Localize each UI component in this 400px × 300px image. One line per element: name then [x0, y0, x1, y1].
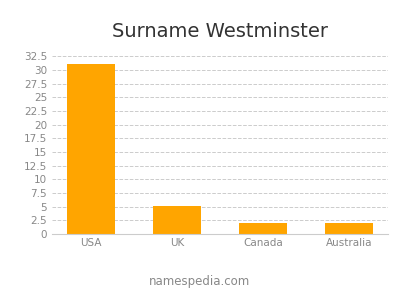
Bar [67, 64, 114, 234]
Bar [239, 223, 287, 234]
Text: namespedia.com: namespedia.com [149, 275, 251, 288]
Title: Surname Westminster: Surname Westminster [112, 22, 328, 41]
Bar [326, 223, 373, 234]
Bar [153, 206, 201, 234]
